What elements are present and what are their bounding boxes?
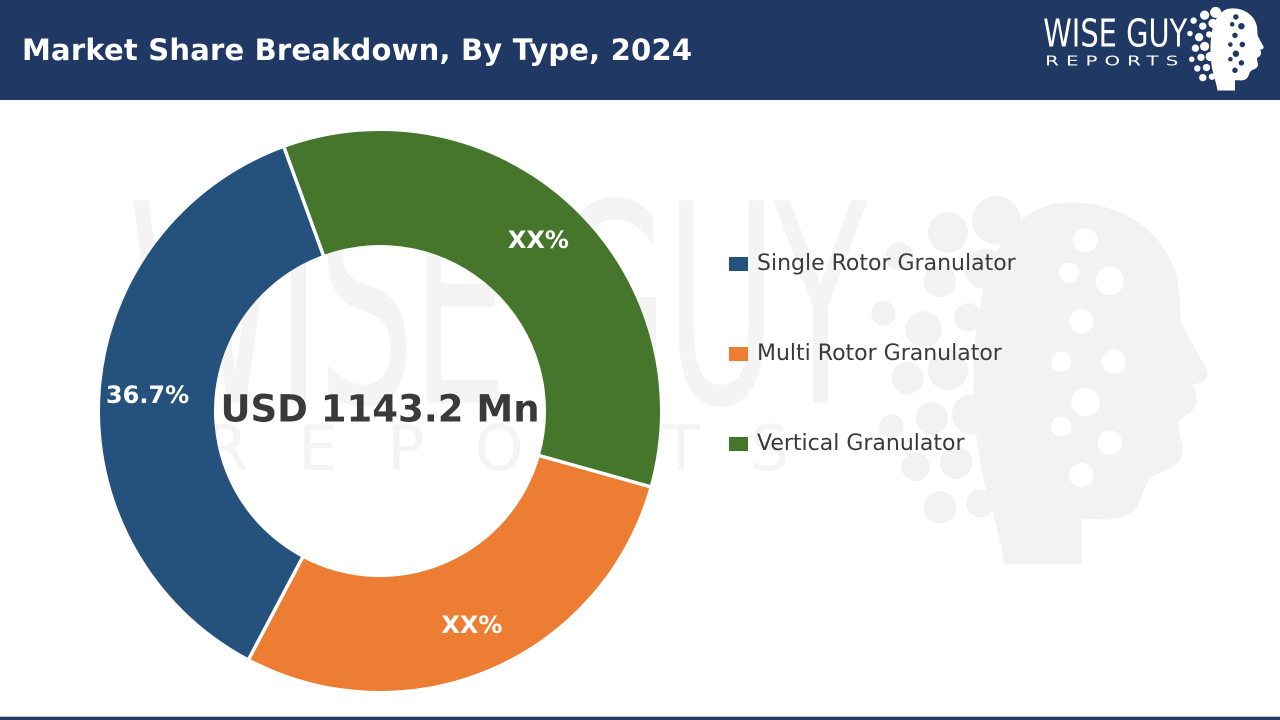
legend-item-multi-rotor: Multi Rotor Granulator xyxy=(729,341,1016,367)
chart-center-value: USD 1143.2 Mn xyxy=(220,387,540,431)
slice-separator xyxy=(246,554,306,662)
bottom-divider xyxy=(0,716,1280,717)
page-title: Market Share Breakdown, By Type, 2024 xyxy=(22,33,693,67)
legend-label: Vertical Granulator xyxy=(757,431,965,457)
bottom-accent-bar xyxy=(0,717,1280,720)
slice-label-multi: XX% xyxy=(441,611,503,640)
slice-separator xyxy=(536,453,653,489)
slice-separator xyxy=(281,144,326,259)
logo-reports-text: REPORTS xyxy=(1045,55,1185,70)
legend-swatch-single-rotor xyxy=(729,257,748,272)
slice-label-single: 36.7% xyxy=(105,380,190,409)
wise-guy-reports-logo: WISE GUY REPORTS xyxy=(1043,6,1264,91)
legend-label: Multi Rotor Granulator xyxy=(757,341,1002,367)
legend-swatch-vertical xyxy=(729,437,748,452)
logo-face-icon xyxy=(1187,6,1264,91)
header-bar: Market Share Breakdown, By Type, 2024 WI… xyxy=(0,0,1280,100)
legend-item-vertical: Vertical Granulator xyxy=(729,432,1016,456)
donut-slice-1 xyxy=(249,455,650,691)
logo-brand-text: WISE GUY xyxy=(1043,12,1188,56)
legend-item-single-rotor: Single Rotor Granulator xyxy=(729,251,1016,276)
slice-label-vertical: XX% xyxy=(507,226,569,255)
donut-slice-0 xyxy=(284,131,660,487)
legend-swatch-multi-rotor xyxy=(729,347,748,362)
legend-label: Single Rotor Granulator xyxy=(757,251,1016,276)
chart-legend: Single Rotor Granulator Multi Rotor Gran… xyxy=(729,251,1016,457)
donut-slice-2 xyxy=(99,147,324,659)
